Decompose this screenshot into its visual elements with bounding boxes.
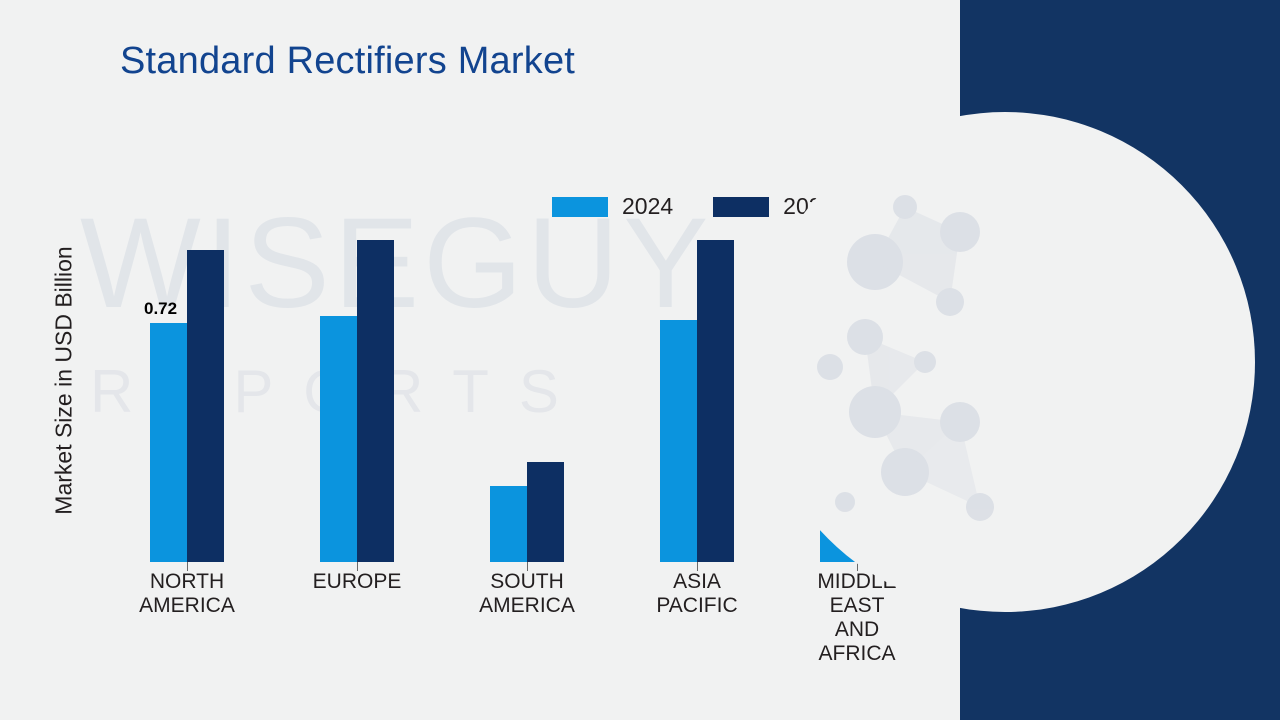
bar-2032-europe[interactable] bbox=[357, 239, 394, 562]
x-axis-label-asia-pacific: ASIA PACIFIC bbox=[656, 570, 738, 617]
bar-group: 0.72 NORTH AMERICA bbox=[139, 210, 235, 617]
legend-label-2024: 2024 bbox=[622, 193, 674, 219]
x-axis-tick bbox=[357, 562, 358, 571]
bar-group: ASIA PACIFIC bbox=[656, 210, 738, 617]
x-axis-label-middle-east-and-africa: MIDDLE EAST AND AFRICA bbox=[817, 570, 897, 665]
legend-item-2024[interactable]: 2024 bbox=[552, 193, 673, 220]
bar-2024-north-america[interactable] bbox=[150, 322, 187, 562]
brand-panel: WISEGUY R E P O R T S bbox=[755, 0, 1280, 720]
y-axis-title: Market Size in USD Billion bbox=[44, 180, 84, 580]
page-title: Standard Rectifiers Market bbox=[120, 40, 576, 82]
x-axis-tick bbox=[527, 562, 528, 571]
bar-group: SOUTH AMERICA bbox=[479, 210, 575, 617]
x-axis-tick bbox=[697, 562, 698, 571]
bar-group: EUROPE bbox=[313, 210, 401, 593]
bar-2032-north-america[interactable] bbox=[187, 249, 224, 562]
x-axis-label-south-america: SOUTH AMERICA bbox=[479, 570, 575, 617]
x-axis-tick bbox=[857, 562, 858, 571]
legend-swatch-2024 bbox=[552, 196, 608, 217]
legend-swatch-2032 bbox=[713, 196, 770, 217]
x-axis-label-europe: EUROPE bbox=[312, 570, 402, 593]
bar-2024-asia-pacific[interactable] bbox=[660, 319, 697, 562]
y-axis-title-text: Market Size in USD Billion bbox=[50, 245, 77, 515]
brand-circle-decoration bbox=[755, 112, 1255, 612]
bar-2024-south-america[interactable] bbox=[490, 485, 527, 562]
bar-2032-asia-pacific[interactable] bbox=[697, 239, 734, 562]
x-axis-tick bbox=[187, 562, 188, 571]
bar-2024-europe[interactable] bbox=[320, 316, 357, 562]
x-axis-label-north-america: NORTH AMERICA bbox=[139, 570, 235, 617]
bar-value-label: 0.72 bbox=[144, 298, 178, 318]
molecule-dots-graphic bbox=[817, 195, 994, 521]
bar-2032-south-america[interactable] bbox=[527, 462, 564, 562]
